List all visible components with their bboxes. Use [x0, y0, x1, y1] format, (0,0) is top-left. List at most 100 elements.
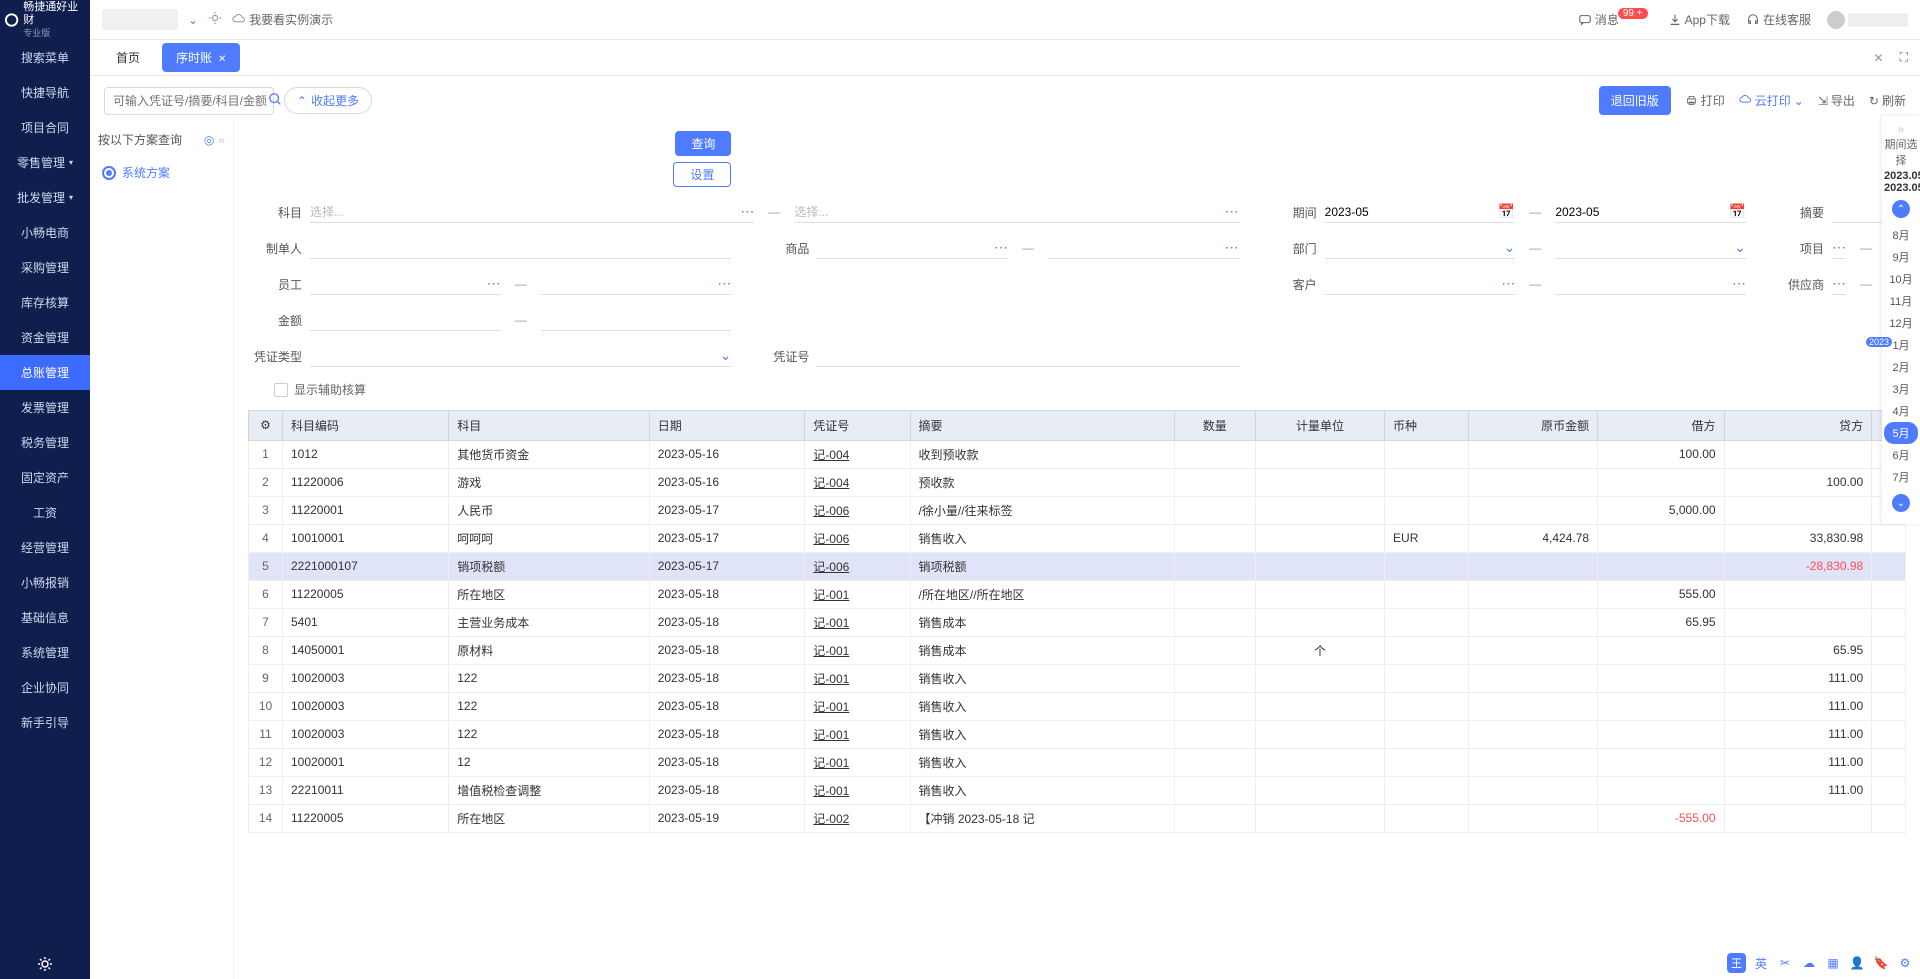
- maker-input[interactable]: [310, 237, 731, 259]
- table-row[interactable]: 311220001人民币2023-05-17记-006/徐小量//往来标签5,0…: [249, 496, 1906, 524]
- sidebar-item[interactable]: 批发管理▾: [0, 180, 90, 215]
- table-row[interactable]: 1322210011增值税检查调整2023-05-18记-001销售收入111.…: [249, 776, 1906, 804]
- col-header[interactable]: 币种: [1385, 410, 1469, 440]
- customer-from-input[interactable]: ⋯: [1325, 273, 1516, 295]
- chevron-down-icon[interactable]: ⌄: [720, 347, 732, 364]
- customer-to-input[interactable]: ⋯: [1555, 273, 1746, 295]
- amount-to-input[interactable]: [541, 309, 732, 331]
- sidebar-item[interactable]: 快捷导航: [0, 75, 90, 110]
- sidebar-item[interactable]: 小畅报销: [0, 565, 90, 600]
- org-chevron-icon[interactable]: ⌄: [188, 13, 198, 27]
- sidebar-item[interactable]: 资金管理: [0, 320, 90, 355]
- query-button[interactable]: 查询: [675, 131, 731, 156]
- period-month[interactable]: 12月: [1884, 312, 1918, 334]
- table-row[interactable]: 211220006游戏2023-05-16记-004预收款100.00: [249, 468, 1906, 496]
- period-month[interactable]: 5月: [1884, 422, 1918, 444]
- product-to-input[interactable]: ⋯: [1048, 237, 1239, 259]
- more-icon[interactable]: ⋯: [1501, 275, 1515, 292]
- more-icon[interactable]: ⋯: [1832, 275, 1846, 292]
- voucher-link[interactable]: 记-006: [813, 532, 849, 546]
- grid-icon[interactable]: ▦: [1824, 954, 1842, 972]
- period-month[interactable]: 8月: [1884, 224, 1918, 246]
- voucher-link[interactable]: 记-006: [813, 504, 849, 518]
- dept-from-input[interactable]: ⌄: [1325, 237, 1516, 259]
- user-menu[interactable]: [1827, 11, 1908, 29]
- sidebar-item[interactable]: 总账管理: [0, 355, 90, 390]
- tab-close-icon[interactable]: ✕: [218, 54, 226, 65]
- col-header[interactable]: 借方: [1598, 410, 1724, 440]
- chevron-down-icon[interactable]: ⌄: [1504, 239, 1516, 256]
- aux-check[interactable]: 显示辅助核算: [274, 381, 366, 398]
- supplier-from-input[interactable]: ⋯: [1832, 273, 1846, 295]
- cloud-print-button[interactable]: 云打印 ⌄: [1739, 92, 1804, 109]
- scheme-target-icon[interactable]: ◎: [204, 133, 214, 147]
- messages-link[interactable]: 消息99 +: [1578, 11, 1652, 28]
- sidebar-settings[interactable]: [0, 949, 90, 979]
- more-icon[interactable]: ⋯: [740, 203, 754, 220]
- more-icon[interactable]: ⋯: [1732, 275, 1746, 292]
- period-month[interactable]: 2月: [1884, 356, 1918, 378]
- print-button[interactable]: 打印: [1685, 92, 1725, 109]
- sidebar-item[interactable]: 搜索菜单: [0, 40, 90, 75]
- product-from-input[interactable]: ⋯: [817, 237, 1008, 259]
- vno-input[interactable]: [817, 345, 1238, 367]
- collapse-more-button[interactable]: ⌃ 收起更多: [284, 87, 372, 114]
- tab-home[interactable]: 首页: [102, 43, 154, 72]
- period-month[interactable]: 1月2023: [1884, 334, 1918, 356]
- sidebar-item[interactable]: 新手引导: [0, 705, 90, 740]
- voucher-link[interactable]: 记-001: [813, 644, 849, 658]
- org-selector[interactable]: [102, 9, 178, 30]
- tab-close-all-icon[interactable]: ✕: [1874, 51, 1884, 65]
- more-icon[interactable]: ⋯: [1225, 203, 1239, 220]
- search-input[interactable]: [113, 94, 268, 108]
- bookmark-icon[interactable]: 🔖: [1872, 954, 1890, 972]
- period-month[interactable]: 11月: [1884, 290, 1918, 312]
- period-month[interactable]: 9月: [1884, 246, 1918, 268]
- sidebar-item[interactable]: 工资: [0, 495, 90, 530]
- search-icon[interactable]: [268, 92, 282, 109]
- refresh-button[interactable]: ↻ 刷新: [1869, 92, 1906, 109]
- voucher-link[interactable]: 记-001: [813, 588, 849, 602]
- col-header[interactable]: 原币金额: [1469, 410, 1598, 440]
- period-month[interactable]: 10月: [1884, 268, 1918, 290]
- tab-expand-icon[interactable]: ⛶: [1900, 50, 1908, 65]
- employee-to-input[interactable]: ⋯: [541, 273, 732, 295]
- sidebar-item[interactable]: 经营管理: [0, 530, 90, 565]
- col-header[interactable]: 科目编码: [283, 410, 449, 440]
- topbar-gear-icon[interactable]: [208, 11, 222, 28]
- demo-link[interactable]: 我要看实例演示: [232, 11, 333, 28]
- period-month[interactable]: 4月: [1884, 400, 1918, 422]
- period-to-input[interactable]: 2023-05📅: [1555, 201, 1746, 223]
- voucher-link[interactable]: 记-004: [813, 476, 849, 490]
- period-down-icon[interactable]: ⌄: [1892, 494, 1910, 512]
- voucher-link[interactable]: 记-004: [813, 448, 849, 462]
- sidebar-item[interactable]: 库存核算: [0, 285, 90, 320]
- col-header[interactable]: 数量: [1174, 410, 1255, 440]
- download-link[interactable]: App下载: [1668, 11, 1730, 28]
- table-row[interactable]: 10100200031222023-05-18记-001销售收入111.00: [249, 692, 1906, 720]
- employee-from-input[interactable]: ⋯: [310, 273, 501, 295]
- voucher-link[interactable]: 记-002: [813, 812, 849, 826]
- scissors-icon[interactable]: ✂: [1776, 954, 1794, 972]
- sidebar-item[interactable]: 系统管理: [0, 635, 90, 670]
- cloud-icon[interactable]: ☁: [1800, 954, 1818, 972]
- period-expand-icon[interactable]: »: [1898, 122, 1905, 136]
- table-row[interactable]: 1411220005所在地区2023-05-19记-002【冲销 2023-05…: [249, 804, 1906, 832]
- sidebar-item[interactable]: 税务管理: [0, 425, 90, 460]
- voucher-link[interactable]: 记-001: [813, 728, 849, 742]
- more-icon[interactable]: ⋯: [1832, 239, 1846, 256]
- calendar-icon[interactable]: 📅: [1498, 203, 1515, 220]
- table-row[interactable]: 611220005所在地区2023-05-18记-001/所在地区//所在地区5…: [249, 580, 1906, 608]
- period-from-input[interactable]: 2023-05📅: [1325, 201, 1516, 223]
- subject-to-input[interactable]: 选择...⋯: [794, 201, 1238, 223]
- table-row[interactable]: 410010001呵呵呵2023-05-17记-006销售收入EUR4,424.…: [249, 524, 1906, 552]
- dept-to-input[interactable]: ⌄: [1555, 237, 1746, 259]
- table-row[interactable]: 11012其他货币资金2023-05-16记-004收到预收款100.00: [249, 440, 1906, 468]
- col-header[interactable]: 计量单位: [1256, 410, 1385, 440]
- tab-sequential-ledger[interactable]: 序时账✕: [162, 43, 240, 72]
- calendar-icon[interactable]: 📅: [1729, 203, 1746, 220]
- ime-icon[interactable]: 王: [1727, 953, 1746, 973]
- voucher-link[interactable]: 记-001: [813, 616, 849, 630]
- voucher-link[interactable]: 记-001: [813, 784, 849, 798]
- sidebar-item[interactable]: 小畅电商: [0, 215, 90, 250]
